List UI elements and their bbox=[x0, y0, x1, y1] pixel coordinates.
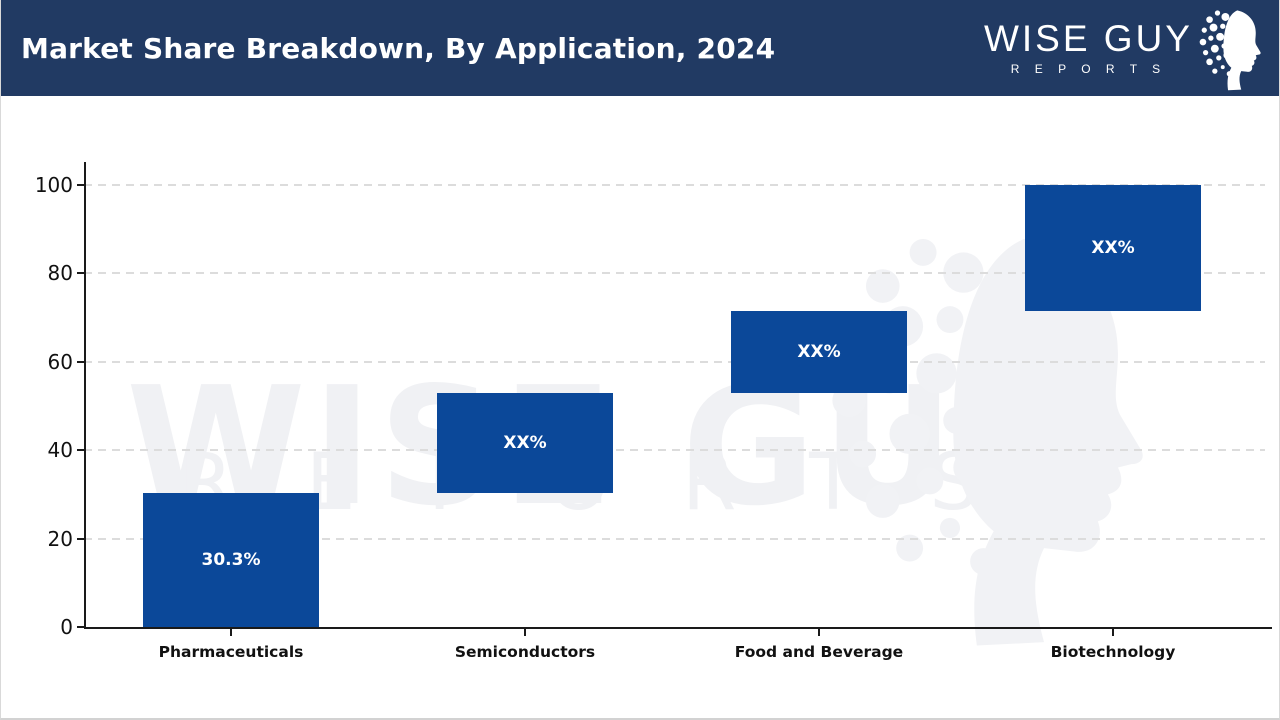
wiseguy-logo: WISE GUY R E P O R T S bbox=[984, 5, 1279, 91]
x-tick-label: Biotechnology bbox=[1050, 643, 1176, 661]
logo-wordmark: WISE GUY bbox=[983, 18, 1193, 59]
x-axis-spine bbox=[84, 627, 1272, 629]
logo-subtext: R E P O R T S bbox=[1010, 62, 1167, 76]
y-tick-label: 100 bbox=[34, 173, 73, 197]
x-tick-label: Semiconductors bbox=[454, 643, 596, 661]
gridline-20 bbox=[84, 537, 1265, 540]
plot: 0 20 40 60 80 100 30.3% Pharmaceuticals XX% Semic… bbox=[1, 96, 1279, 718]
x-tick-biotechnology bbox=[1112, 629, 1114, 636]
y-tick-80 bbox=[77, 272, 85, 275]
gridline-60 bbox=[84, 360, 1265, 363]
y-axis-spine bbox=[84, 162, 86, 629]
y-tick-40 bbox=[77, 449, 85, 452]
y-tick-label: 80 bbox=[47, 261, 73, 286]
y-tick-label: 40 bbox=[47, 438, 73, 463]
gridline-100 bbox=[84, 184, 1265, 186]
chart-area: WISE GUY R E P O R T S 02040608010030.3%… bbox=[1, 96, 1279, 718]
x-tick-semiconductors bbox=[524, 629, 526, 636]
gridline-40 bbox=[84, 449, 1265, 452]
bar-value-label: XX% bbox=[1091, 237, 1135, 258]
x-tick-label: Food and Beverage bbox=[734, 643, 904, 661]
bar-value-label: XX% bbox=[503, 432, 547, 453]
bar-food-and-beverage: XX% bbox=[731, 310, 907, 393]
bar-pharmaceuticals: 30.3% bbox=[143, 493, 319, 627]
wiseguy-head-icon bbox=[1199, 10, 1261, 91]
gridline-80 bbox=[84, 272, 1265, 275]
y-tick-60 bbox=[77, 360, 85, 363]
y-tick-label: 0 bbox=[60, 615, 73, 639]
bar-biotechnology: XX% bbox=[1025, 185, 1201, 311]
x-tick-food-and-beverage bbox=[818, 629, 820, 636]
y-tick-label: 60 bbox=[47, 349, 73, 374]
bar-semiconductors: XX% bbox=[437, 392, 613, 494]
y-tick-20 bbox=[77, 537, 85, 540]
y-tick-100 bbox=[77, 184, 85, 186]
x-tick-pharmaceuticals bbox=[230, 629, 232, 636]
y-tick-label: 20 bbox=[47, 526, 73, 551]
y-tick-0 bbox=[77, 626, 85, 628]
header: Market Share Breakdown, By Application, … bbox=[1, 0, 1279, 96]
bar-value-label: 30.3% bbox=[201, 550, 261, 571]
x-tick-label: Pharmaceuticals bbox=[158, 643, 304, 661]
chart-title: Market Share Breakdown, By Application, … bbox=[21, 31, 776, 65]
bar-value-label: XX% bbox=[797, 341, 841, 362]
